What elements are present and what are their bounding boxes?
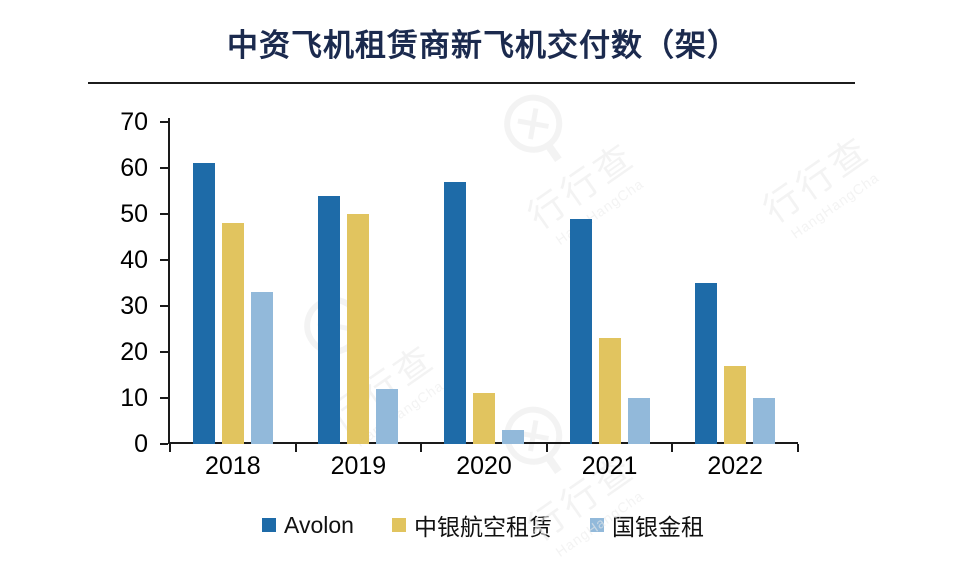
x-axis-category-label: 2020 [456, 452, 512, 480]
y-axis-tick-label: 10 [120, 384, 148, 412]
x-axis-category-label: 2022 [707, 452, 763, 480]
bar-国银金租-2020 [502, 430, 524, 444]
x-axis-tick [545, 444, 548, 452]
legend-item: 中银航空租赁 [391, 508, 552, 542]
y-axis-tick [160, 305, 168, 307]
bar-Avolon-2020 [444, 181, 466, 444]
bar-中银航空租赁-2021 [598, 338, 621, 444]
x-axis-tick [797, 444, 799, 452]
legend-item: 国银金租 [589, 508, 704, 542]
y-axis-tick [160, 397, 168, 399]
x-axis-category-label: 2018 [204, 452, 261, 480]
bar-国银金租-2018 [250, 292, 273, 444]
legend-swatch-icon [589, 518, 604, 532]
y-axis-tick-label: 30 [120, 292, 148, 320]
x-axis-tick [420, 444, 423, 452]
y-axis-tick-label: 0 [134, 430, 148, 458]
y-axis-tick [160, 443, 168, 445]
x-axis-tick [169, 444, 171, 452]
legend-label: 中银航空租赁 [413, 515, 552, 540]
x-axis-category-label: 2019 [330, 452, 387, 480]
y-axis-tick [160, 351, 168, 353]
y-axis-tick [160, 121, 168, 123]
page-title: 中资飞机租赁商新飞机交付数（架） [227, 28, 739, 63]
bar-国银金租-2021 [627, 398, 650, 444]
y-axis-tick-label: 50 [120, 200, 148, 228]
bar-Avolon-2018 [192, 163, 215, 444]
legend-label: 国银金租 [611, 515, 704, 540]
chart-legend: Avolon 中银航空租赁 国银金租 [0, 508, 966, 542]
x-axis-category-label: 2021 [581, 452, 638, 480]
y-axis-tick-label: 70 [120, 108, 148, 136]
bar-中银航空租赁-2018 [221, 223, 244, 444]
legend-swatch-icon [391, 518, 406, 532]
title-underline [88, 82, 855, 84]
bar-Avolon-2021 [569, 218, 592, 444]
legend-item: Avolon [262, 512, 354, 539]
legend-swatch-icon [262, 518, 277, 532]
y-axis-tick-label: 60 [120, 154, 148, 182]
x-axis-tick [294, 444, 297, 452]
bar-中银航空租赁-2019 [347, 214, 370, 444]
bar-中银航空租赁-2022 [724, 365, 747, 444]
y-axis-tick [160, 167, 168, 169]
bar-Avolon-2019 [318, 195, 341, 444]
legend-label: Avolon [284, 511, 354, 538]
x-axis-tick [671, 444, 674, 452]
bar-国银金租-2019 [376, 388, 399, 444]
bar-中银航空租赁-2020 [473, 393, 495, 444]
y-axis-tick-label: 20 [120, 338, 148, 366]
y-axis-tick-label: 40 [120, 246, 148, 274]
bar-Avolon-2022 [695, 283, 718, 444]
bar-国银金租-2022 [753, 398, 776, 444]
y-axis-tick [160, 213, 168, 215]
y-axis-tick [160, 259, 168, 261]
